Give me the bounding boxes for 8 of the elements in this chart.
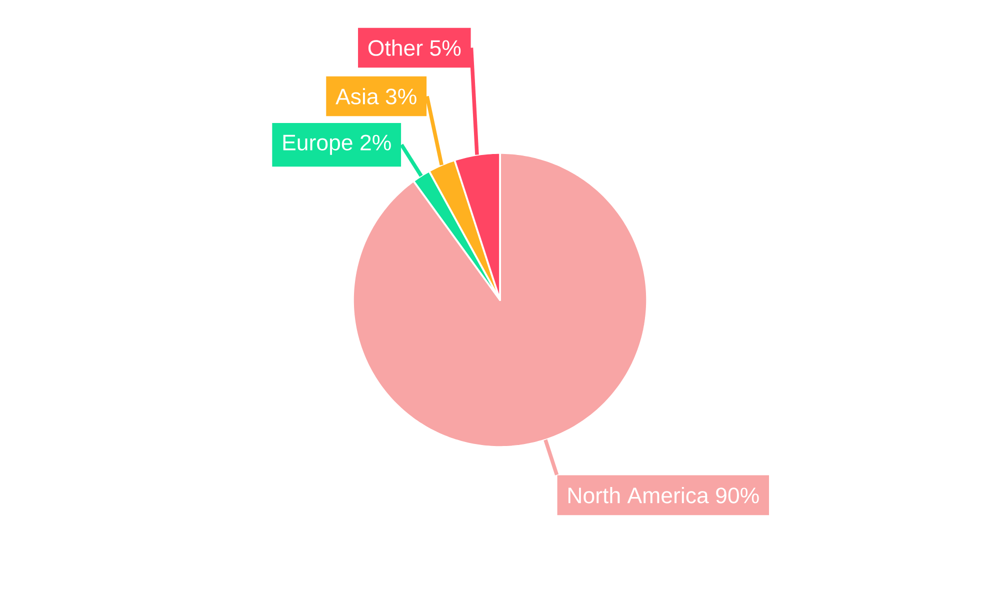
slice-label: North America — [568, 487, 709, 504]
data-label: 3% — [386, 88, 416, 104]
data-label: 2% — [360, 134, 391, 150]
slice-label: Other — [368, 40, 423, 56]
slice-label: Europe — [283, 134, 352, 155]
slice-label: Asia — [336, 88, 379, 104]
data-label: 5% — [430, 40, 461, 56]
data-label: 90% — [716, 488, 759, 504]
